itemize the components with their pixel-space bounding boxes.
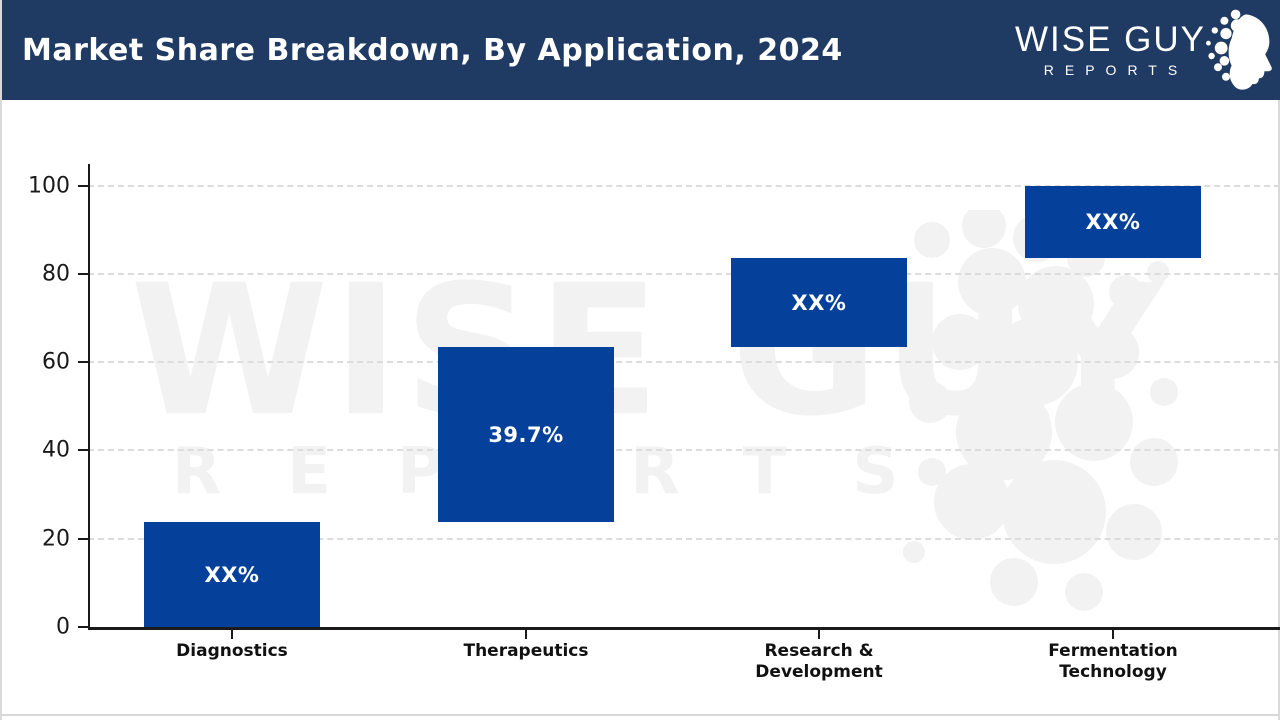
y-tick-60: [78, 361, 88, 364]
y-tick-20: [78, 537, 88, 540]
bottom-border-line: [2, 714, 1280, 716]
gridline-100: [88, 184, 1280, 187]
gridline-40: [88, 449, 1280, 452]
bar-0: XX%: [144, 522, 320, 627]
x-axis-line: [88, 627, 1280, 630]
bar-value-label: XX%: [1085, 210, 1141, 235]
y-tick-label-20: 20: [42, 526, 70, 552]
page-title: Market Share Breakdown, By Application, …: [22, 32, 843, 68]
bar-value-label: XX%: [791, 290, 847, 315]
logo-face-icon: [1206, 9, 1272, 90]
category-label: Fermentation Technology: [1048, 641, 1178, 682]
bar-value-label: XX%: [204, 562, 260, 587]
x-tick-1: [525, 630, 527, 639]
logo: WISE GUY REPORTS: [1008, 6, 1272, 96]
logo-text: WISE GUY REPORTS: [1015, 22, 1206, 80]
y-tick-label-80: 80: [42, 261, 70, 287]
y-tick-label-60: 60: [42, 349, 70, 375]
logo-wiseguy-label: WISE GUY: [1014, 20, 1206, 59]
y-tick-80: [78, 272, 88, 275]
x-tick-2: [818, 630, 820, 639]
y-tick-label-100: 100: [28, 173, 70, 198]
bar-1: 39.7%: [438, 347, 614, 523]
y-tick-0: [78, 626, 88, 628]
y-tick-label-40: 40: [42, 437, 70, 463]
bar-value-label: 39.7%: [488, 422, 564, 447]
x-tick-0: [231, 630, 233, 639]
category-label: Diagnostics: [176, 641, 288, 661]
y-tick-100: [78, 184, 88, 187]
gridline-80: [88, 272, 1280, 275]
category-label: Therapeutics: [463, 641, 589, 661]
y-tick-label-0: 0: [56, 614, 70, 640]
bar-3: XX%: [1025, 185, 1201, 259]
gridline-20: [88, 537, 1280, 540]
gridline-60: [88, 361, 1280, 364]
logo-reports-label: REPORTS: [1043, 62, 1189, 78]
bar-2: XX%: [731, 258, 907, 348]
y-axis-spine: [88, 164, 90, 629]
category-label: Research & Development: [755, 641, 883, 682]
header: Market Share Breakdown, By Application, …: [2, 0, 1280, 100]
x-tick-3: [1112, 630, 1114, 639]
y-tick-40: [78, 449, 88, 452]
